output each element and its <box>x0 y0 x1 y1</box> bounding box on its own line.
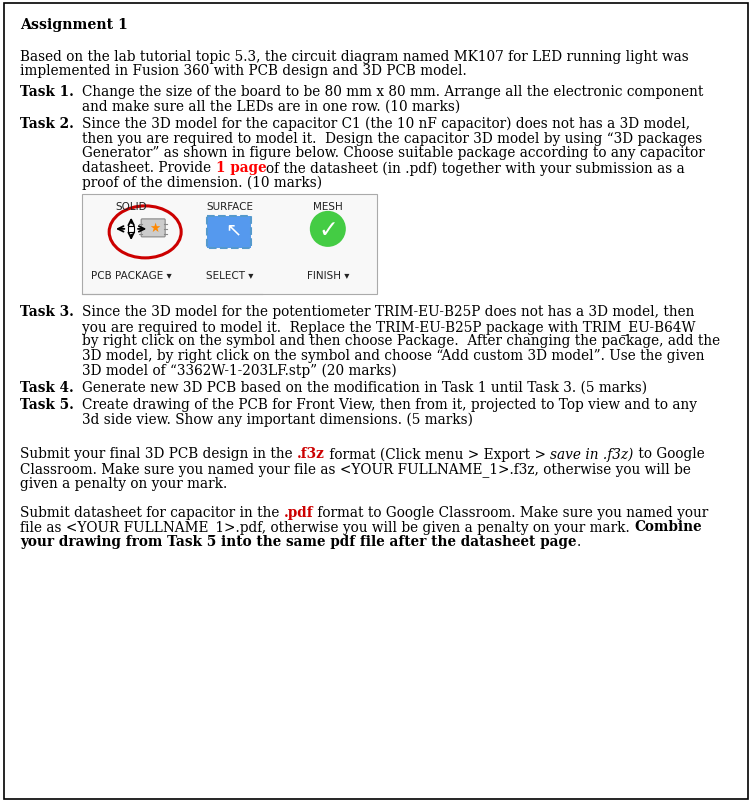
Text: Task 2.: Task 2. <box>20 116 74 131</box>
Text: Based on the lab tutorial topic 5.3, the circuit diagram named MK107 for LED run: Based on the lab tutorial topic 5.3, the… <box>20 50 689 63</box>
Text: 3D model of “3362W-1-203LF.stp” (20 marks): 3D model of “3362W-1-203LF.stp” (20 mark… <box>82 364 397 378</box>
Text: Task 1.: Task 1. <box>20 85 74 99</box>
Text: Classroom. Make sure you named your file as <YOUR FULLNAME_1>.f3z, otherwise you: Classroom. Make sure you named your file… <box>20 462 691 476</box>
FancyBboxPatch shape <box>128 226 134 233</box>
Text: Assignment 1: Assignment 1 <box>20 18 128 32</box>
Text: file as <YOUR FULLNAME_1>.pdf, otherwise you will be given a penalty on your mar: file as <YOUR FULLNAME_1>.pdf, otherwise… <box>20 520 634 535</box>
Text: 3d side view. Show any important dimensions. (5 marks): 3d side view. Show any important dimensi… <box>82 412 473 426</box>
Text: of the datasheet (in .pdf) together with your submission as a: of the datasheet (in .pdf) together with… <box>266 161 685 175</box>
Text: by right click on the symbol and then choose Package.  After changing the packag: by right click on the symbol and then ch… <box>82 334 720 348</box>
Text: then you are required to model it.  Design the capacitor 3D model by using “3D p: then you are required to model it. Desig… <box>82 132 702 145</box>
Text: .: . <box>577 535 581 548</box>
Text: to Google: to Google <box>634 446 705 461</box>
Text: SELECT ▾: SELECT ▾ <box>206 271 253 280</box>
Text: .pdf: .pdf <box>284 505 314 519</box>
Text: FINISH ▾: FINISH ▾ <box>307 271 349 280</box>
Text: Change the size of the board to be 80 mm x 80 mm. Arrange all the electronic com: Change the size of the board to be 80 mm… <box>82 85 703 99</box>
Text: Generator” as shown in figure below. Choose suitable package according to any ca: Generator” as shown in figure below. Cho… <box>82 146 705 161</box>
Text: format to Google Classroom. Make sure you named your: format to Google Classroom. Make sure yo… <box>314 505 708 519</box>
Text: and make sure all the LEDs are in one row. (10 marks): and make sure all the LEDs are in one ro… <box>82 100 460 114</box>
Text: ★: ★ <box>150 222 161 234</box>
Text: Since the 3D model for the capacitor C1 (the 10 nF capacitor) does not has a 3D : Since the 3D model for the capacitor C1 … <box>82 116 690 131</box>
Text: MESH: MESH <box>313 202 343 212</box>
Text: Create drawing of the PCB for Front View, then from it, projected to Top view an: Create drawing of the PCB for Front View… <box>82 397 697 411</box>
Text: given a penalty on your mark.: given a penalty on your mark. <box>20 476 227 491</box>
Text: Submit your final 3D PCB design in the: Submit your final 3D PCB design in the <box>20 446 297 461</box>
Text: Submit datasheet for capacitor in the: Submit datasheet for capacitor in the <box>20 505 284 519</box>
Text: save in .f3z): save in .f3z) <box>550 446 634 461</box>
Text: SURFACE: SURFACE <box>206 202 253 212</box>
Text: proof of the dimension. (10 marks): proof of the dimension. (10 marks) <box>82 176 322 190</box>
Text: your drawing from Task 5 into the same pdf file after the datasheet page: your drawing from Task 5 into the same p… <box>20 535 577 548</box>
Text: ✓: ✓ <box>318 218 338 242</box>
Text: 3D model, by right click on the symbol and choose “Add custom 3D model”. Use the: 3D model, by right click on the symbol a… <box>82 349 705 363</box>
Text: Combine: Combine <box>634 520 702 534</box>
Text: Task 3.: Task 3. <box>20 304 74 319</box>
Circle shape <box>310 212 346 247</box>
Text: .f3z: .f3z <box>297 446 325 461</box>
Text: Task 4.: Task 4. <box>20 381 74 394</box>
FancyBboxPatch shape <box>82 194 377 295</box>
Text: Since the 3D model for the potentiometer TRIM-EU-B25P does not has a 3D model, t: Since the 3D model for the potentiometer… <box>82 304 694 319</box>
Text: Generate new 3D PCB based on the modification in Task 1 until Task 3. (5 marks): Generate new 3D PCB based on the modific… <box>82 381 647 394</box>
Text: datasheet. Provide: datasheet. Provide <box>82 161 216 175</box>
Text: 1 page: 1 page <box>216 161 266 175</box>
Text: ↖: ↖ <box>226 219 242 238</box>
Text: Task 5.: Task 5. <box>20 397 74 411</box>
Text: format (Click menu > Export >: format (Click menu > Export > <box>325 446 550 461</box>
FancyBboxPatch shape <box>141 219 165 238</box>
Text: PCB PACKAGE ▾: PCB PACKAGE ▾ <box>91 271 171 280</box>
Text: you are required to model it.  Replace the TRIM-EU-B25P package with TRIM_EU-B64: you are required to model it. Replace th… <box>82 320 696 334</box>
FancyBboxPatch shape <box>208 217 251 249</box>
Text: SOLID: SOLID <box>115 202 147 212</box>
Text: implemented in Fusion 360 with PCB design and 3D PCB model.: implemented in Fusion 360 with PCB desig… <box>20 64 467 79</box>
